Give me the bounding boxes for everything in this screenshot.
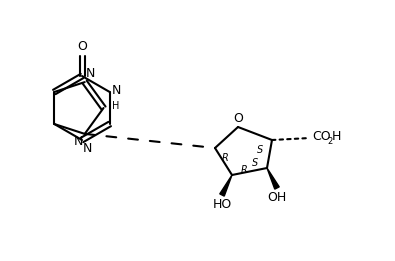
Text: N: N <box>83 142 92 155</box>
Text: O: O <box>233 112 243 125</box>
Text: R: R <box>222 153 228 163</box>
Text: N: N <box>112 85 121 98</box>
Text: H: H <box>332 130 341 144</box>
Text: HO: HO <box>213 198 231 211</box>
Text: CO: CO <box>312 130 331 144</box>
Text: H: H <box>112 101 119 111</box>
Text: OH: OH <box>267 191 287 204</box>
Text: S: S <box>257 145 263 155</box>
Text: R: R <box>241 165 247 175</box>
Text: S: S <box>252 158 258 168</box>
Text: N: N <box>73 135 83 148</box>
Text: O: O <box>77 40 87 53</box>
Polygon shape <box>267 168 279 189</box>
Text: 2: 2 <box>327 137 332 145</box>
Polygon shape <box>220 175 232 196</box>
Text: N: N <box>86 67 95 80</box>
